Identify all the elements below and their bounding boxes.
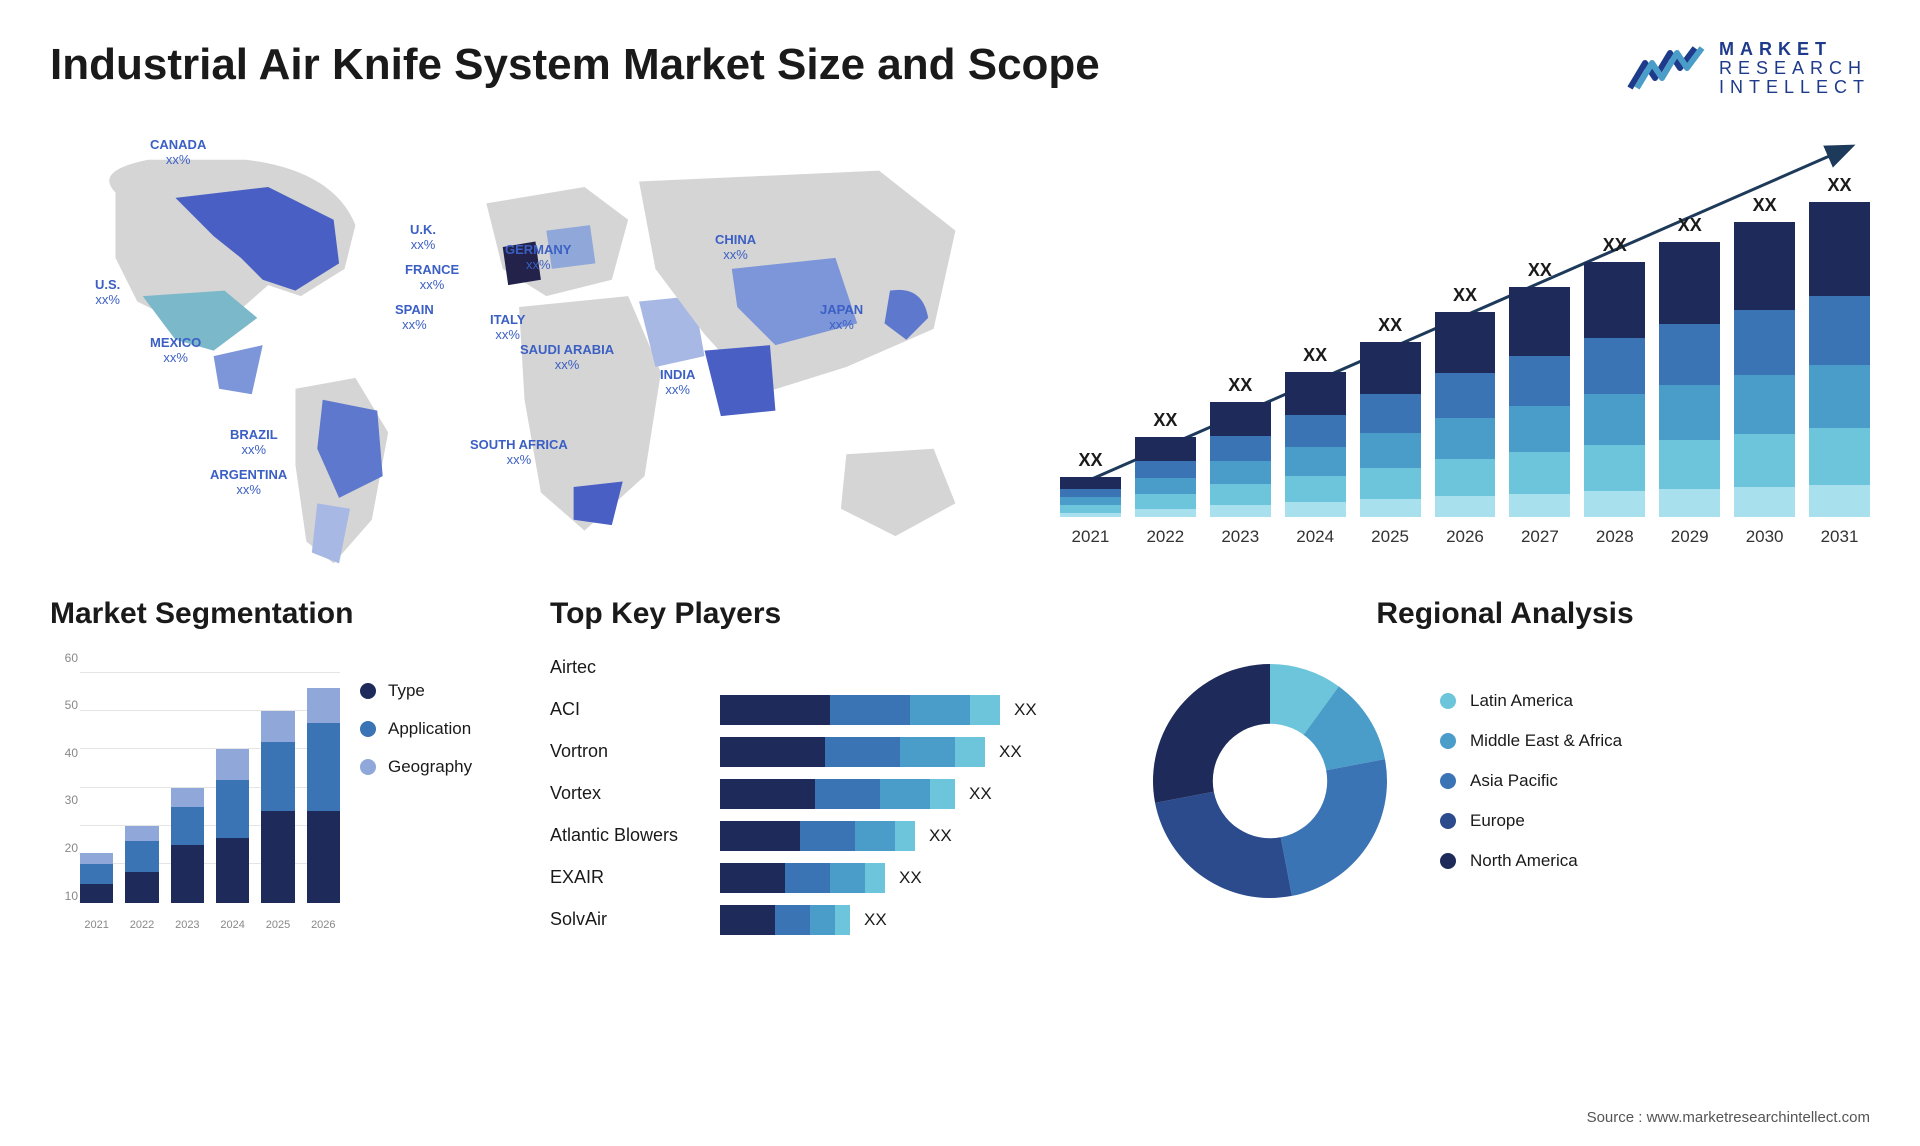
regional-donut <box>1140 651 1400 911</box>
legend-item: Type <box>360 681 472 701</box>
regional-legend: Latin America Middle East & Africa Asia Pa… <box>1440 691 1622 871</box>
player-row: Airtec <box>550 651 1110 685</box>
map-label-china: CHINAxx% <box>715 232 756 263</box>
legend-item: Asia Pacific <box>1440 771 1622 791</box>
growth-bar: XX <box>1060 450 1121 517</box>
world-map-panel: CANADAxx% U.S.xx% MEXICOxx% BRAZILxx% ARGENT… <box>50 127 1010 547</box>
map-label-us: U.S.xx% <box>95 277 120 308</box>
players-list: Airtec ACIXX VortronXX VortexXX Atlantic Blo… <box>550 651 1110 937</box>
legend-item: Middle East & Africa <box>1440 731 1622 751</box>
growth-bar: XX <box>1584 235 1645 517</box>
map-label-italy: ITALYxx% <box>490 312 525 343</box>
growth-bars: XXXXXXXXXXXXXXXXXXXXXX <box>1060 177 1870 517</box>
map-label-brazil: BRAZILxx% <box>230 427 278 458</box>
map-label-france: FRANCExx% <box>405 262 459 293</box>
seg-yaxis: 605040302010 <box>50 651 78 903</box>
map-label-spain: SPAINxx% <box>395 302 434 333</box>
segmentation-panel: Market Segmentation 605040302010 2021202… <box>50 597 520 937</box>
map-label-southafrica: SOUTH AFRICAxx% <box>470 437 568 468</box>
seg-bar <box>216 749 249 902</box>
player-row: ACIXX <box>550 693 1110 727</box>
map-label-uk: U.K.xx% <box>410 222 436 253</box>
growth-xlabels: 2021202220232024202520262027202820292030… <box>1060 527 1870 547</box>
seg-bar <box>171 788 204 903</box>
growth-bar: XX <box>1210 375 1271 517</box>
legend-item: Geography <box>360 757 472 777</box>
seg-xaxis: 202120222023202420252026 <box>80 919 340 931</box>
growth-bar: XX <box>1809 175 1870 517</box>
map-label-germany: GERMANYxx% <box>505 242 571 273</box>
player-row: VortronXX <box>550 735 1110 769</box>
legend-item: Latin America <box>1440 691 1622 711</box>
player-row: SolvAirXX <box>550 903 1110 937</box>
growth-bar: XX <box>1435 285 1496 517</box>
legend-item: North America <box>1440 851 1622 871</box>
growth-bar: XX <box>1734 195 1795 517</box>
growth-bar: XX <box>1509 260 1570 517</box>
segmentation-chart: 605040302010 202120222023202420252026 <box>50 651 340 931</box>
legend-item: Europe <box>1440 811 1622 831</box>
growth-bar: XX <box>1135 410 1196 517</box>
player-row: Atlantic BlowersXX <box>550 819 1110 853</box>
brand-logo: MARKET RESEARCH INTELLECT <box>1625 40 1870 97</box>
segmentation-legend: Type Application Geography <box>360 651 472 931</box>
map-label-saudiarabia: SAUDI ARABIAxx% <box>520 342 614 373</box>
map-label-mexico: MEXICOxx% <box>150 335 201 366</box>
map-label-japan: JAPANxx% <box>820 302 863 333</box>
player-row: EXAIRXX <box>550 861 1110 895</box>
growth-bar: XX <box>1360 315 1421 517</box>
legend-item: Application <box>360 719 472 739</box>
seg-bar <box>125 826 158 903</box>
growth-bar: XX <box>1659 215 1720 517</box>
key-players-panel: Top Key Players AirtecACIXXVortronXXVort… <box>550 597 1110 937</box>
logo-icon <box>1625 43 1705 93</box>
seg-bar <box>80 853 113 903</box>
regional-panel: Regional Analysis Latin AmericaMiddle Ea… <box>1140 597 1870 937</box>
page-title: Industrial Air Knife System Market Size … <box>50 40 1100 90</box>
map-label-argentina: ARGENTINAxx% <box>210 467 287 498</box>
map-label-india: INDIAxx% <box>660 367 695 398</box>
source-attribution: Source : www.marketresearchintellect.com <box>1587 1109 1870 1126</box>
player-row: VortexXX <box>550 777 1110 811</box>
growth-bar: XX <box>1285 345 1346 517</box>
seg-bar <box>307 688 340 903</box>
map-label-canada: CANADAxx% <box>150 137 206 168</box>
growth-chart: XXXXXXXXXXXXXXXXXXXXXX 20212022202320242… <box>1060 127 1870 547</box>
seg-bars <box>80 673 340 903</box>
seg-bar <box>261 711 294 903</box>
